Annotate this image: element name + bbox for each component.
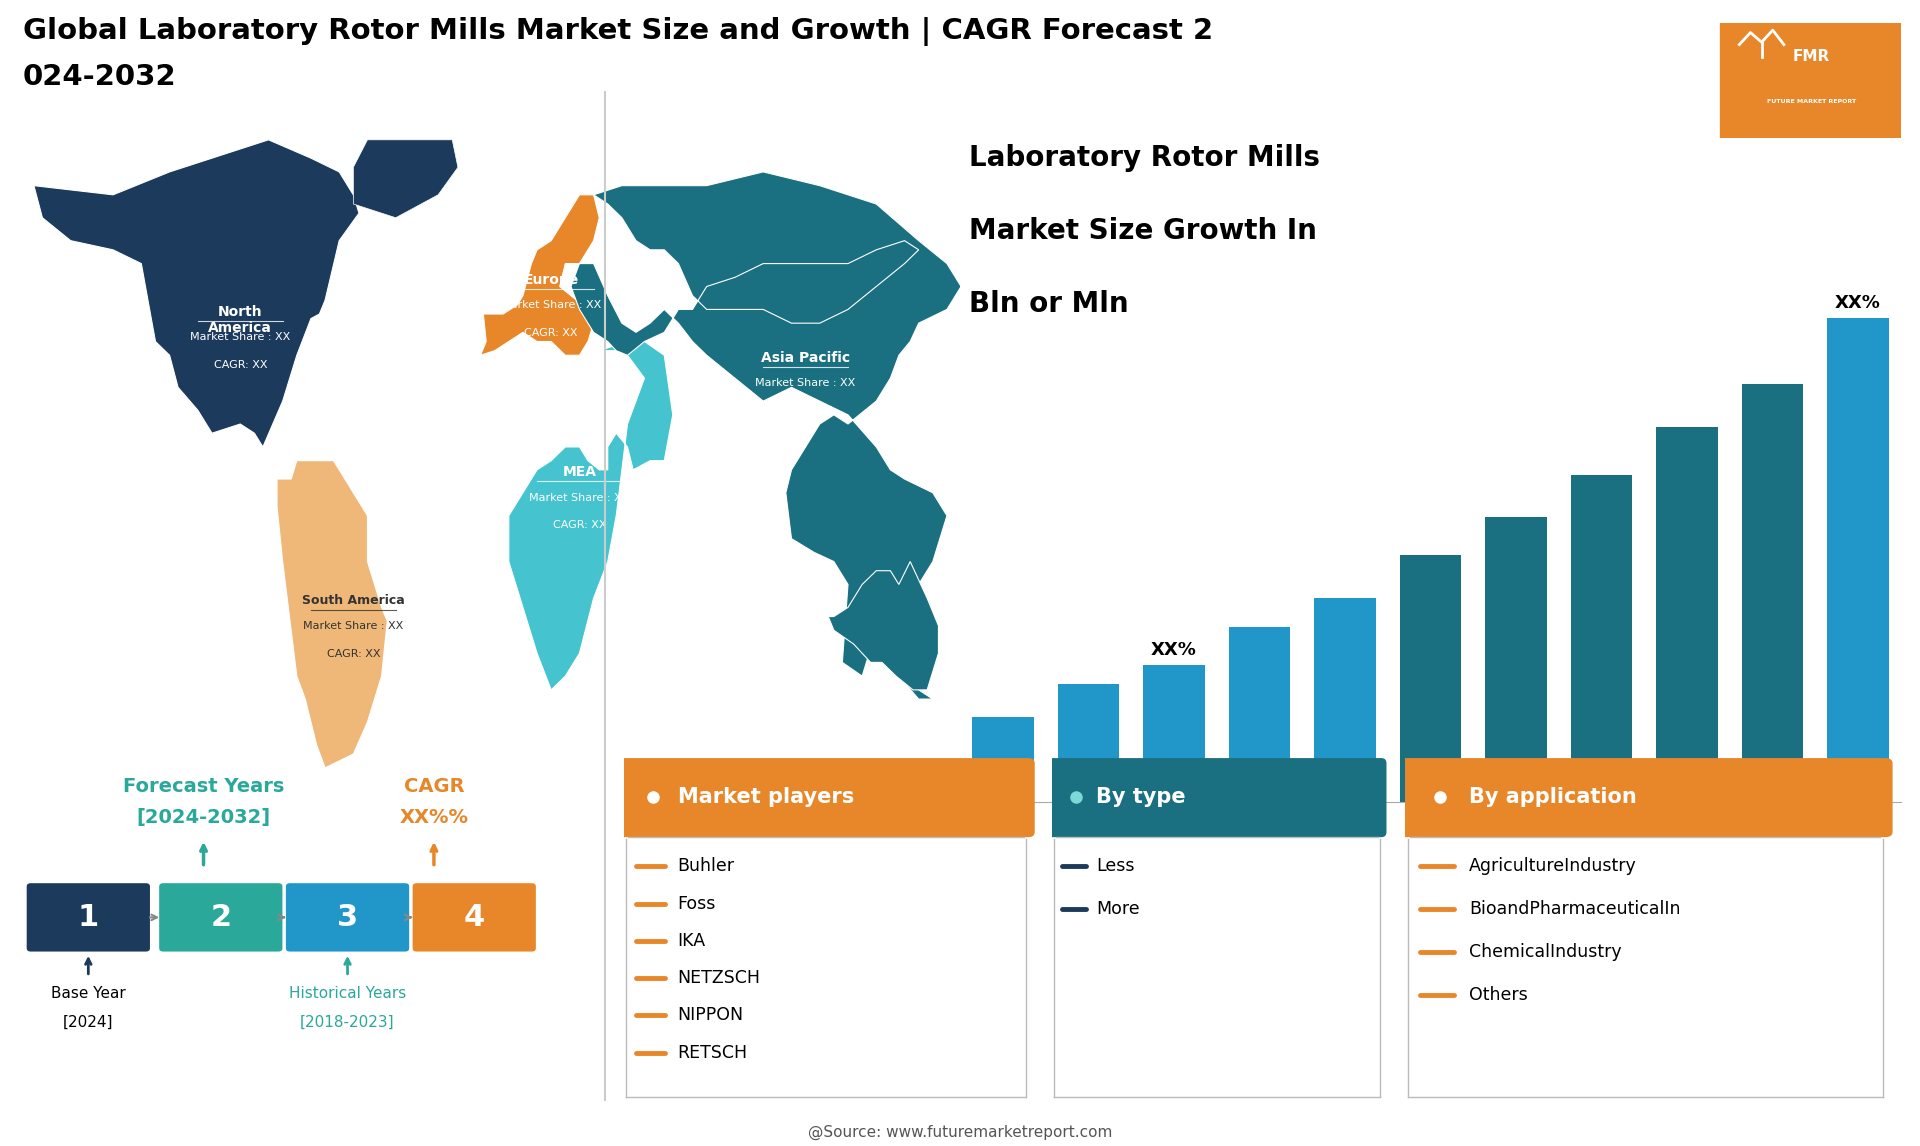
Text: North
America: North America: [209, 305, 273, 335]
Text: 2: 2: [209, 903, 232, 932]
Text: Base Year: Base Year: [52, 987, 125, 1002]
Bar: [1741, 384, 1803, 802]
Polygon shape: [353, 140, 459, 218]
Text: CAGR: XX: CAGR: XX: [780, 406, 833, 416]
FancyBboxPatch shape: [618, 759, 1035, 837]
Text: Market Share : XX: Market Share : XX: [501, 300, 601, 311]
Text: Forecast Years: Forecast Years: [123, 777, 284, 796]
FancyBboxPatch shape: [413, 884, 536, 951]
Polygon shape: [828, 562, 939, 690]
Text: Market Share : XX: Market Share : XX: [190, 332, 290, 343]
Bar: [1400, 556, 1461, 802]
Text: More: More: [1096, 901, 1139, 918]
Text: Market Share : XX: Market Share : XX: [755, 378, 856, 388]
Text: NETZSCH: NETZSCH: [678, 970, 760, 987]
Text: XX%: XX%: [1150, 641, 1196, 659]
Text: CAGR: XX: CAGR: XX: [213, 360, 267, 370]
Text: NIPPON: NIPPON: [678, 1006, 743, 1025]
Text: @Source: www.futuremarketreport.com: @Source: www.futuremarketreport.com: [808, 1125, 1112, 1140]
Text: Buhler: Buhler: [678, 857, 735, 876]
Polygon shape: [509, 332, 672, 690]
Text: Asia Pacific: Asia Pacific: [760, 351, 851, 364]
Text: Global Laboratory Rotor Mills Market Size and Growth | CAGR Forecast 2: Global Laboratory Rotor Mills Market Siz…: [23, 17, 1213, 46]
FancyBboxPatch shape: [286, 884, 409, 951]
Text: Market Size Growth In: Market Size Growth In: [970, 218, 1317, 245]
Text: CAGR: XX: CAGR: XX: [524, 328, 578, 338]
Polygon shape: [480, 195, 599, 355]
Text: 3: 3: [336, 903, 359, 932]
Text: CAGR: XX: CAGR: XX: [326, 649, 380, 659]
Text: Europe: Europe: [524, 273, 578, 286]
Text: Market Share : XX: Market Share : XX: [530, 493, 630, 503]
Text: [2018-2023]: [2018-2023]: [300, 1014, 396, 1030]
FancyBboxPatch shape: [1398, 759, 1893, 837]
Text: Others: Others: [1469, 987, 1528, 1004]
Text: XX%: XX%: [1836, 295, 1882, 313]
Bar: [1486, 517, 1548, 802]
Polygon shape: [276, 461, 388, 768]
Text: Market players: Market players: [678, 787, 854, 807]
Text: AgricultureIndustry: AgricultureIndustry: [1469, 857, 1638, 876]
Text: By type: By type: [1096, 787, 1185, 807]
Bar: [1571, 474, 1632, 802]
Bar: [1828, 317, 1889, 802]
Text: FUTURE MARKET REPORT: FUTURE MARKET REPORT: [1766, 99, 1857, 103]
Text: Less: Less: [1096, 857, 1135, 876]
FancyBboxPatch shape: [27, 884, 150, 951]
Text: By application: By application: [1469, 787, 1638, 807]
Text: [2024]: [2024]: [63, 1014, 113, 1030]
Bar: [1229, 627, 1290, 802]
Text: BioandPharmaceuticalIn: BioandPharmaceuticalIn: [1469, 901, 1680, 918]
Text: MEA: MEA: [563, 465, 597, 479]
Bar: [972, 716, 1033, 802]
FancyBboxPatch shape: [1720, 19, 1903, 147]
Text: 1: 1: [77, 903, 100, 932]
Text: 024-2032: 024-2032: [23, 63, 177, 91]
Text: CAGR: CAGR: [403, 777, 465, 796]
Bar: [1313, 598, 1375, 802]
Bar: [1058, 683, 1119, 802]
Polygon shape: [570, 172, 962, 699]
Text: [2024-2032]: [2024-2032]: [136, 808, 271, 827]
Bar: [1657, 427, 1718, 802]
Text: Foss: Foss: [678, 895, 716, 912]
Text: ChemicalIndustry: ChemicalIndustry: [1469, 943, 1622, 961]
Text: RETSCH: RETSCH: [678, 1044, 747, 1061]
Polygon shape: [35, 140, 359, 447]
Text: Laboratory Rotor Mills: Laboratory Rotor Mills: [970, 144, 1321, 172]
Text: CAGR: XX: CAGR: XX: [553, 520, 607, 531]
Text: IKA: IKA: [678, 932, 707, 950]
Text: 4: 4: [463, 903, 486, 932]
Text: Market Share : XX: Market Share : XX: [303, 621, 403, 631]
Text: Historical Years: Historical Years: [288, 987, 407, 1002]
Bar: [1142, 665, 1204, 802]
FancyBboxPatch shape: [1046, 759, 1386, 837]
FancyBboxPatch shape: [159, 884, 282, 951]
Text: FMR: FMR: [1793, 49, 1830, 64]
Text: South America: South America: [301, 594, 405, 606]
Text: Bln or Mln: Bln or Mln: [970, 290, 1129, 319]
Text: XX%%: XX%%: [399, 808, 468, 827]
